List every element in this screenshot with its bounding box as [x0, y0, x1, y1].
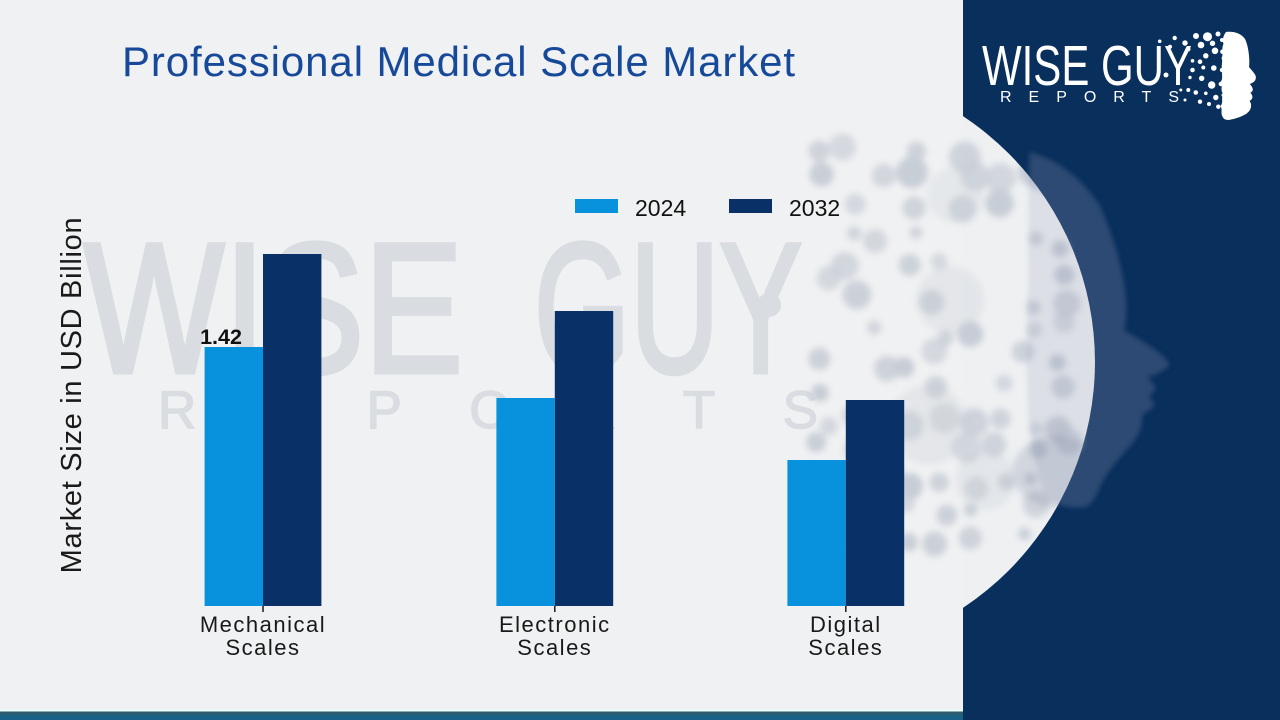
svg-text:1.42: 1.42 — [200, 325, 242, 349]
svg-text:Professional Medical Scale Mar: Professional Medical Scale Market — [122, 38, 796, 85]
svg-text:2024: 2024 — [635, 195, 686, 221]
svg-text:Electronic: Electronic — [499, 612, 611, 637]
svg-text:Digital: Digital — [810, 612, 882, 637]
svg-text:Scales: Scales — [517, 635, 592, 660]
svg-text:WISE GUY: WISE GUY — [982, 34, 1192, 98]
svg-text:Market Size in USD Billion: Market Size in USD Billion — [56, 217, 88, 574]
svg-text:Scales: Scales — [808, 635, 883, 660]
svg-text:Scales: Scales — [225, 635, 300, 660]
svg-text:2032: 2032 — [789, 195, 840, 221]
svg-text:Mechanical: Mechanical — [200, 612, 326, 637]
